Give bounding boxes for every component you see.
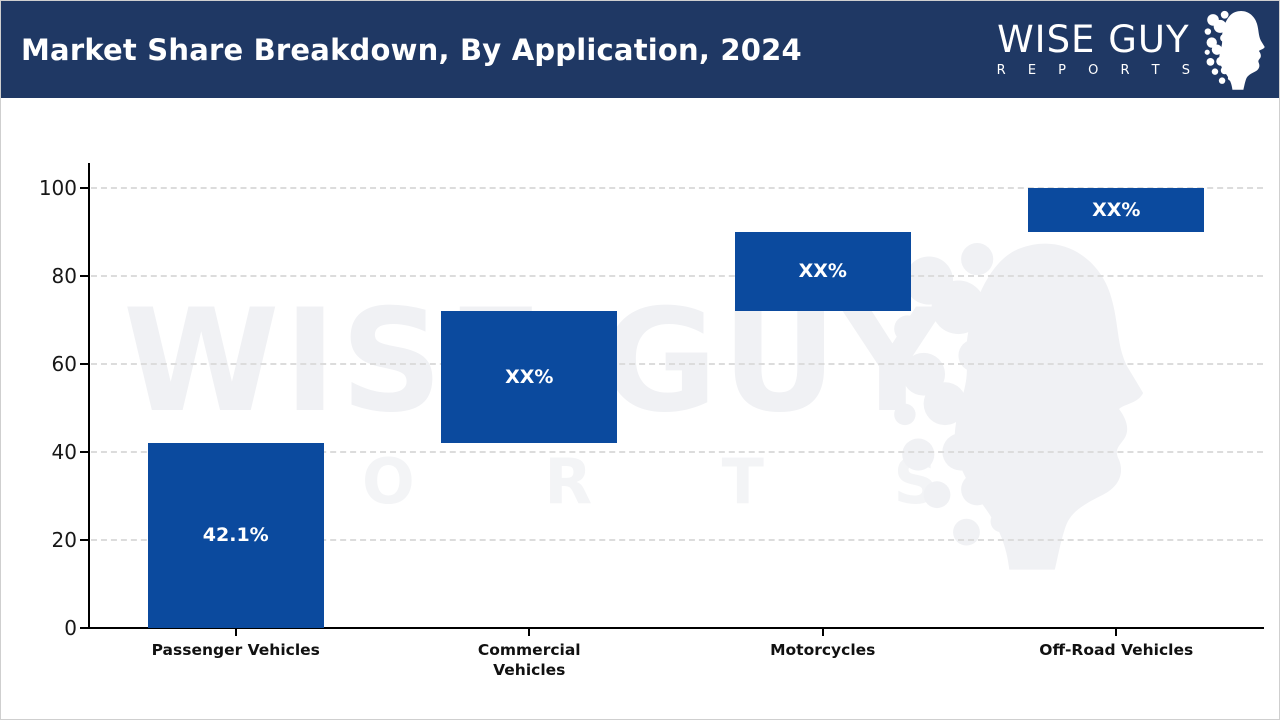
x-tick: [528, 629, 531, 636]
y-tick-60: [80, 363, 89, 365]
y-tick-label-60: 60: [51, 352, 77, 376]
gridline-20: [91, 539, 1263, 541]
y-tick-40: [80, 451, 89, 453]
watermark-head-logo: [894, 243, 1144, 570]
y-tick-label-40: 40: [51, 440, 77, 464]
x-tick: [234, 629, 237, 636]
header-banner: Market Share Breakdown, By Application, …: [1, 1, 1279, 98]
bar-segment: [147, 442, 324, 628]
bar-value-label: 42.1%: [202, 524, 269, 547]
y-tick-label-20: 20: [51, 528, 77, 552]
bar-value-label: XX%: [1092, 198, 1141, 221]
brand-name: WISE GUY: [997, 18, 1190, 62]
y-tick-label-0: 0: [64, 616, 77, 640]
x-tick: [821, 629, 824, 636]
x-category-label: Passenger Vehicles: [151, 641, 320, 659]
x-category-label: Commercial Vehicles: [477, 641, 581, 680]
x-category-label: Motorcycles: [770, 641, 876, 659]
gridline-60: [91, 363, 1263, 365]
brand-head-icon: [1204, 10, 1265, 90]
brand-subname: R E P O R T S: [996, 62, 1199, 78]
chart-title: Market Share Breakdown, By Application, …: [21, 32, 802, 67]
y-tick-100: [80, 187, 89, 189]
bar-value-label: XX%: [505, 365, 554, 388]
bar-value-label: XX%: [798, 260, 847, 283]
bar-segment: [1028, 188, 1205, 232]
brand-logo-text: WISE GUY R E P O R T S: [988, 18, 1199, 78]
bar-segment: [441, 310, 618, 443]
y-axis-line: [88, 163, 90, 629]
y-tick-20: [80, 539, 89, 541]
x-tick: [1115, 629, 1118, 636]
y-tick-80: [80, 275, 89, 277]
x-axis-line: [88, 627, 1264, 629]
brand-logo: WISE GUY R E P O R T S: [988, 7, 1269, 91]
gridline-40: [91, 451, 1263, 453]
y-tick-label-100: 100: [38, 176, 77, 200]
bar-segment: [734, 231, 911, 311]
x-category-label: Off-Road Vehicles: [1039, 641, 1194, 659]
y-tick-0: [80, 627, 89, 629]
y-tick-label-80: 80: [51, 264, 77, 288]
gridline-80: [91, 275, 1263, 277]
gridline-100: [91, 187, 1263, 189]
